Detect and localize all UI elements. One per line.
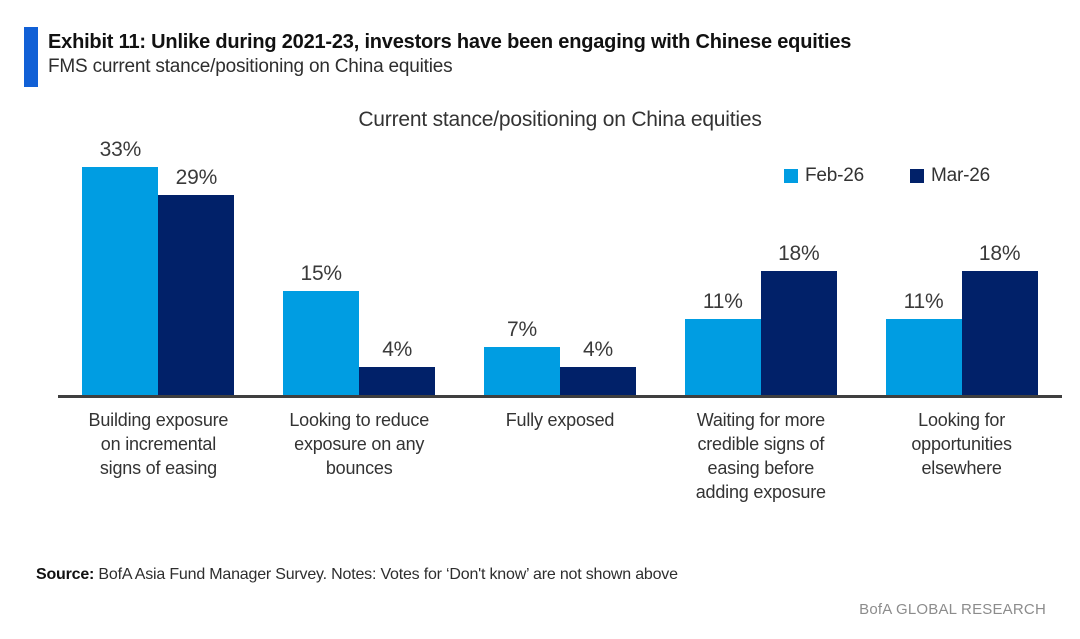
bar-value-label: 29% [175, 166, 218, 189]
legend-label: Feb-26 [805, 165, 865, 186]
bar-feb-26 [885, 319, 962, 395]
bar-mar-26 [359, 367, 436, 395]
bar-mar-26 [158, 195, 235, 395]
category-label: Fully exposed [505, 410, 615, 430]
bar-group: 11% 18% [861, 242, 1062, 395]
bar-mar-26 [760, 271, 837, 395]
exhibit-header-text: Exhibit 11: Unlike during 2021-23, inves… [48, 27, 851, 87]
bar-column-feb-26: 11% [684, 290, 761, 395]
chart-title: Current stance/positioning on China equi… [358, 108, 762, 131]
bar-value-label: 18% [978, 242, 1021, 265]
exhibit-subtitle: FMS current stance/positioning on China … [48, 56, 453, 77]
legend-swatch-mar-26 [910, 169, 925, 183]
source-note: Source: BofA Asia Fund Manager Survey. N… [36, 566, 678, 584]
x-axis-line [58, 395, 1062, 398]
bar-value-label: 33% [99, 138, 142, 161]
bar-value-label: 7% [507, 318, 537, 341]
bar-group: 11% 18% [660, 242, 861, 395]
legend-label: Mar-26 [931, 165, 990, 186]
category-label: Looking for opportunities elsewhere [911, 410, 1012, 478]
bar-feb-26 [82, 167, 159, 395]
bar-value-label: 18% [778, 242, 820, 265]
chart-legend: Feb-26 Mar-26 [784, 165, 990, 187]
legend-swatch-feb-26 [784, 169, 798, 183]
brand-footer: BofA GLOBAL RESEARCH [859, 601, 1046, 618]
exhibit-title: Exhibit 11: Unlike during 2021-23, inves… [48, 31, 852, 53]
category-labels: Building exposure on incremental signs o… [58, 409, 1062, 505]
bar-group: 15% 4% [259, 262, 460, 395]
bar-feb-26 [684, 319, 761, 395]
bar-value-label: 4% [382, 338, 413, 361]
bar-column-feb-26: 11% [885, 290, 962, 395]
bar-column-mar-26: 4% [559, 338, 636, 395]
bar-column-feb-26: 33% [82, 138, 159, 395]
legend-item-feb-26: Feb-26 [784, 165, 864, 187]
source-text: BofA Asia Fund Manager Survey. Notes: Vo… [94, 566, 678, 583]
bar-value-label: 11% [903, 290, 944, 313]
bar-group: 33% 29% [58, 138, 259, 395]
category-label: Building exposure on incremental signs o… [88, 410, 229, 478]
source-label: Source: [36, 566, 95, 583]
bar-value-label: 11% [702, 290, 743, 313]
bar-group: 7% 4% [460, 318, 661, 395]
bar-feb-26 [283, 291, 360, 395]
category-label: Looking to reduce exposure on any bounce… [289, 410, 430, 478]
bar-column-feb-26: 15% [283, 262, 360, 395]
bar-chart: Current stance/positioning on China equi… [58, 108, 1062, 505]
bar-value-label: 15% [300, 262, 342, 285]
category-label: Waiting for more credible signs of easin… [695, 410, 826, 502]
bar-column-mar-26: 4% [359, 338, 436, 395]
bar-feb-26 [483, 347, 560, 395]
bar-column-feb-26: 7% [483, 318, 560, 395]
plot-area: 33% 29% 15% 4% 7% 4% 11% 18% 11% 18% [58, 138, 1062, 395]
bar-value-label: 4% [583, 338, 613, 361]
bar-column-mar-26: 18% [961, 242, 1038, 395]
bar-mar-26 [961, 271, 1038, 395]
exhibit-accent-bar [24, 27, 38, 87]
legend-item-mar-26: Mar-26 [910, 165, 990, 187]
exhibit-header: Exhibit 11: Unlike during 2021-23, inves… [24, 27, 851, 87]
bar-mar-26 [559, 367, 636, 395]
bar-column-mar-26: 18% [760, 242, 837, 395]
bar-column-mar-26: 29% [158, 166, 235, 395]
